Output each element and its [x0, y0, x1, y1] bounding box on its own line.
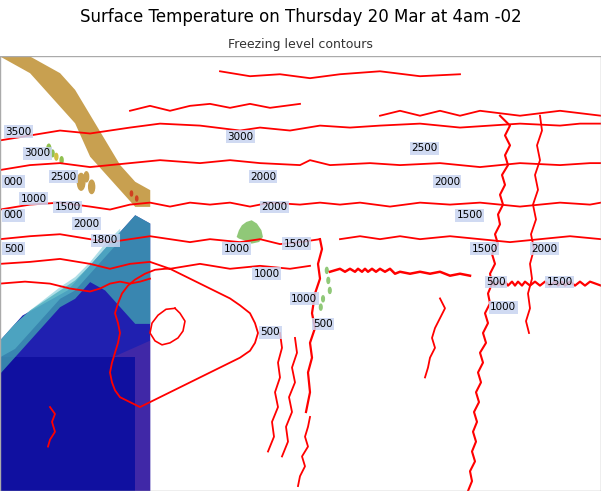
- Circle shape: [89, 180, 95, 193]
- Circle shape: [51, 150, 54, 157]
- Text: Surface Temperature on Thursday 20 Mar at 4am -02: Surface Temperature on Thursday 20 Mar a…: [80, 8, 521, 26]
- Text: 3000: 3000: [25, 148, 50, 159]
- Polygon shape: [0, 215, 150, 491]
- Text: 1500: 1500: [456, 210, 483, 220]
- Text: 1500: 1500: [546, 277, 573, 287]
- Text: 500: 500: [261, 327, 280, 337]
- Circle shape: [328, 287, 331, 294]
- Text: 2500: 2500: [50, 172, 77, 182]
- Circle shape: [78, 173, 85, 190]
- Polygon shape: [0, 56, 150, 207]
- Text: 500: 500: [4, 244, 23, 254]
- Text: 2000: 2000: [532, 244, 558, 254]
- Circle shape: [47, 144, 50, 153]
- Text: 500: 500: [486, 277, 505, 287]
- Circle shape: [320, 304, 322, 310]
- Text: 1500: 1500: [471, 244, 498, 254]
- Circle shape: [136, 196, 138, 201]
- Text: 1800: 1800: [92, 235, 118, 246]
- Circle shape: [327, 277, 329, 283]
- Polygon shape: [0, 215, 150, 374]
- Polygon shape: [0, 341, 150, 491]
- Text: 2000: 2000: [434, 177, 460, 187]
- Text: 1000: 1000: [224, 244, 249, 254]
- Bar: [0, 357, 135, 491]
- Text: 000: 000: [4, 177, 23, 187]
- Polygon shape: [237, 220, 263, 244]
- Polygon shape: [0, 229, 120, 357]
- Text: 1000: 1000: [490, 302, 516, 312]
- Circle shape: [130, 191, 133, 196]
- Text: 1000: 1000: [291, 294, 317, 304]
- Circle shape: [55, 153, 58, 160]
- Circle shape: [326, 268, 328, 273]
- Text: 3000: 3000: [227, 132, 254, 142]
- Text: 1000: 1000: [21, 193, 47, 204]
- Text: 2000: 2000: [73, 218, 99, 229]
- Text: 1500: 1500: [284, 239, 310, 248]
- Text: 1500: 1500: [55, 202, 81, 212]
- Text: 3500: 3500: [5, 127, 32, 136]
- Text: 2000: 2000: [261, 202, 287, 212]
- Circle shape: [60, 157, 63, 164]
- Circle shape: [322, 296, 325, 302]
- Text: 000: 000: [4, 210, 23, 220]
- Text: 2500: 2500: [411, 143, 438, 153]
- Text: 2000: 2000: [250, 172, 276, 182]
- Text: Freezing level contours: Freezing level contours: [228, 37, 373, 51]
- Circle shape: [84, 172, 89, 182]
- Text: 500: 500: [313, 319, 333, 329]
- Text: 1000: 1000: [254, 269, 279, 279]
